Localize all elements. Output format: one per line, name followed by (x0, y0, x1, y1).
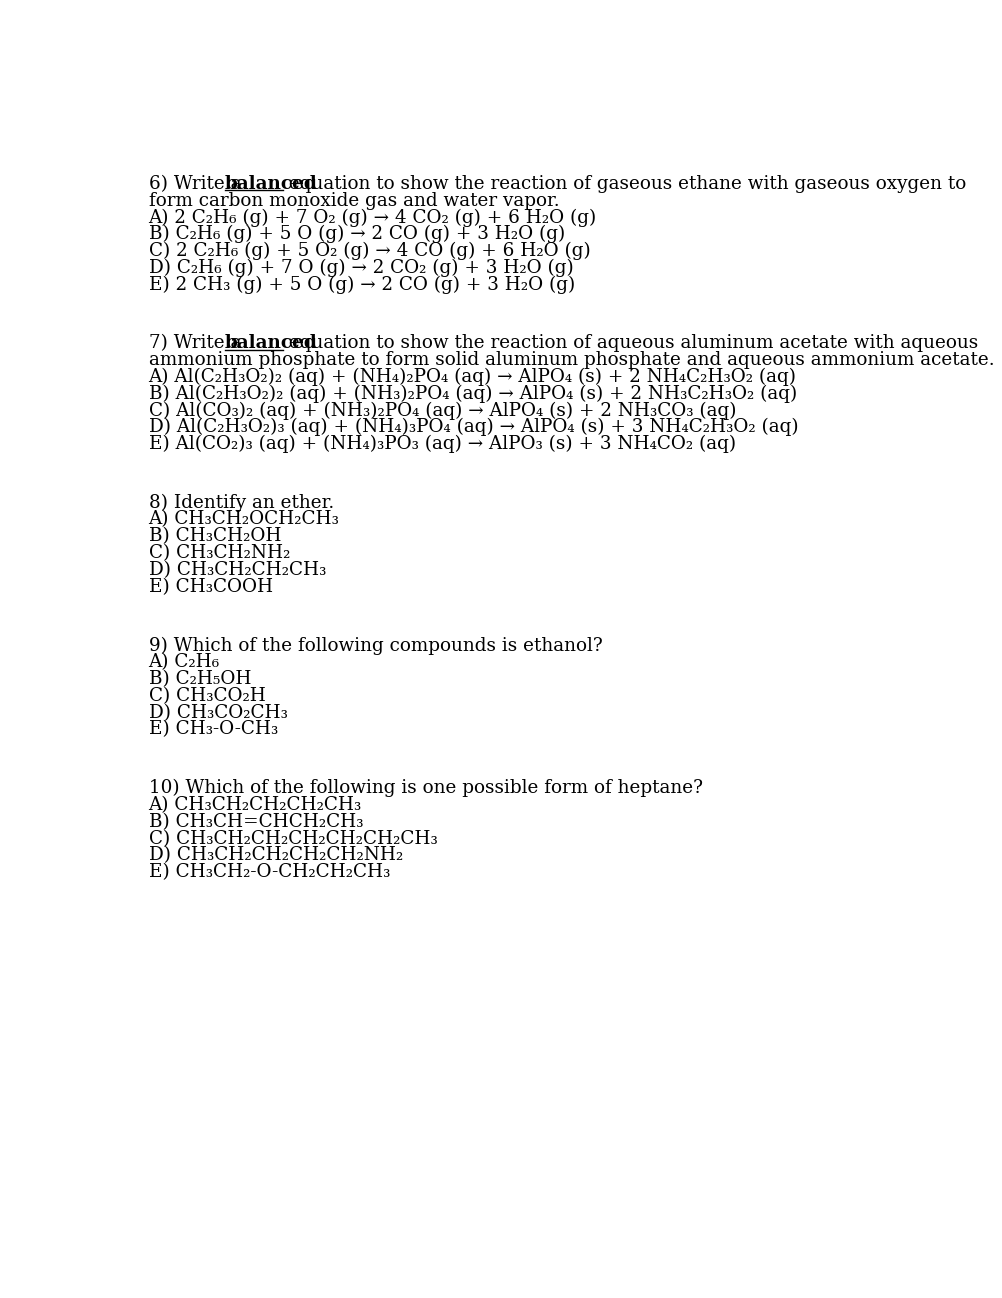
Text: C) Al(CO₃)₂ (aq) + (NH₃)₂PO₄ (aq) → AlPO₄ (s) + 2 NH₃CO₃ (aq): C) Al(CO₃)₂ (aq) + (NH₃)₂PO₄ (aq) → AlPO… (148, 401, 736, 419)
Text: D) CH₃CH₂CH₂CH₃: D) CH₃CH₂CH₂CH₃ (148, 561, 326, 579)
Text: 8) Identify an ether.: 8) Identify an ether. (148, 493, 334, 511)
Text: equation to show the reaction of aqueous aluminum acetate with aqueous: equation to show the reaction of aqueous… (283, 335, 978, 352)
Text: B) CH₃CH₂OH: B) CH₃CH₂OH (148, 527, 281, 545)
Text: B) C₂H₅OH: B) C₂H₅OH (148, 670, 252, 688)
Text: balanced: balanced (224, 335, 318, 352)
Text: C) CH₃CO₂H: C) CH₃CO₂H (148, 687, 266, 705)
Text: A) 2 C₂H₆ (g) + 7 O₂ (g) → 4 CO₂ (g) + 6 H₂O (g): A) 2 C₂H₆ (g) + 7 O₂ (g) → 4 CO₂ (g) + 6… (148, 209, 597, 227)
Text: E) CH₃-O-CH₃: E) CH₃-O-CH₃ (148, 720, 278, 739)
Text: B) Al(C₂H₃O₂)₂ (aq) + (NH₃)₂PO₄ (aq) → AlPO₄ (s) + 2 NH₃C₂H₃O₂ (aq): B) Al(C₂H₃O₂)₂ (aq) + (NH₃)₂PO₄ (aq) → A… (148, 384, 797, 402)
Text: A) CH₃CH₂CH₂CH₂CH₃: A) CH₃CH₂CH₂CH₂CH₃ (148, 796, 362, 814)
Text: D) CH₃CO₂CH₃: D) CH₃CO₂CH₃ (148, 704, 288, 722)
Text: D) CH₃CH₂CH₂CH₂CH₂NH₂: D) CH₃CH₂CH₂CH₂CH₂NH₂ (148, 846, 403, 864)
Text: equation to show the reaction of gaseous ethane with gaseous oxygen to: equation to show the reaction of gaseous… (283, 175, 966, 192)
Text: A) CH₃CH₂OCH₂CH₃: A) CH₃CH₂OCH₂CH₃ (148, 510, 340, 528)
Text: D) C₂H₆ (g) + 7 O (g) → 2 CO₂ (g) + 3 H₂O (g): D) C₂H₆ (g) + 7 O (g) → 2 CO₂ (g) + 3 H₂… (148, 258, 573, 276)
Text: 7) Write a: 7) Write a (148, 335, 246, 352)
Text: B) C₂H₆ (g) + 5 O (g) → 2 CO (g) + 3 H₂O (g): B) C₂H₆ (g) + 5 O (g) → 2 CO (g) + 3 H₂O… (148, 225, 565, 243)
Text: 9) Which of the following compounds is ethanol?: 9) Which of the following compounds is e… (148, 636, 602, 654)
Text: E) 2 CH₃ (g) + 5 O (g) → 2 CO (g) + 3 H₂O (g): E) 2 CH₃ (g) + 5 O (g) → 2 CO (g) + 3 H₂… (148, 275, 575, 293)
Text: A) C₂H₆: A) C₂H₆ (148, 653, 219, 671)
Text: C) CH₃CH₂NH₂: C) CH₃CH₂NH₂ (148, 544, 290, 562)
Text: balanced: balanced (224, 175, 318, 192)
Text: B) CH₃CH=CHCH₂CH₃: B) CH₃CH=CHCH₂CH₃ (148, 813, 363, 831)
Text: C) 2 C₂H₆ (g) + 5 O₂ (g) → 4 CO (g) + 6 H₂O (g): C) 2 C₂H₆ (g) + 5 O₂ (g) → 4 CO (g) + 6 … (148, 241, 590, 260)
Text: E) CH₃CH₂-O-CH₂CH₂CH₃: E) CH₃CH₂-O-CH₂CH₂CH₃ (148, 863, 390, 881)
Text: C) CH₃CH₂CH₂CH₂CH₂CH₂CH₃: C) CH₃CH₂CH₂CH₂CH₂CH₂CH₃ (148, 829, 437, 848)
Text: form carbon monoxide gas and water vapor.: form carbon monoxide gas and water vapor… (148, 192, 559, 209)
Text: ammonium phosphate to form solid aluminum phosphate and aqueous ammonium acetate: ammonium phosphate to form solid aluminu… (148, 350, 994, 369)
Text: A) Al(C₂H₃O₂)₂ (aq) + (NH₄)₂PO₄ (aq) → AlPO₄ (s) + 2 NH₄C₂H₃O₂ (aq): A) Al(C₂H₃O₂)₂ (aq) + (NH₄)₂PO₄ (aq) → A… (148, 367, 797, 386)
Text: E) CH₃COOH: E) CH₃COOH (148, 578, 273, 596)
Text: 10) Which of the following is one possible form of heptane?: 10) Which of the following is one possib… (148, 779, 702, 797)
Text: E) Al(CO₂)₃ (aq) + (NH₄)₃PO₃ (aq) → AlPO₃ (s) + 3 NH₄CO₂ (aq): E) Al(CO₂)₃ (aq) + (NH₄)₃PO₃ (aq) → AlPO… (148, 435, 735, 453)
Text: D) Al(C₂H₃O₂)₃ (aq) + (NH₄)₃PO₄ (aq) → AlPO₄ (s) + 3 NH₄C₂H₃O₂ (aq): D) Al(C₂H₃O₂)₃ (aq) + (NH₄)₃PO₄ (aq) → A… (148, 418, 799, 436)
Text: 6) Write a: 6) Write a (148, 175, 246, 192)
